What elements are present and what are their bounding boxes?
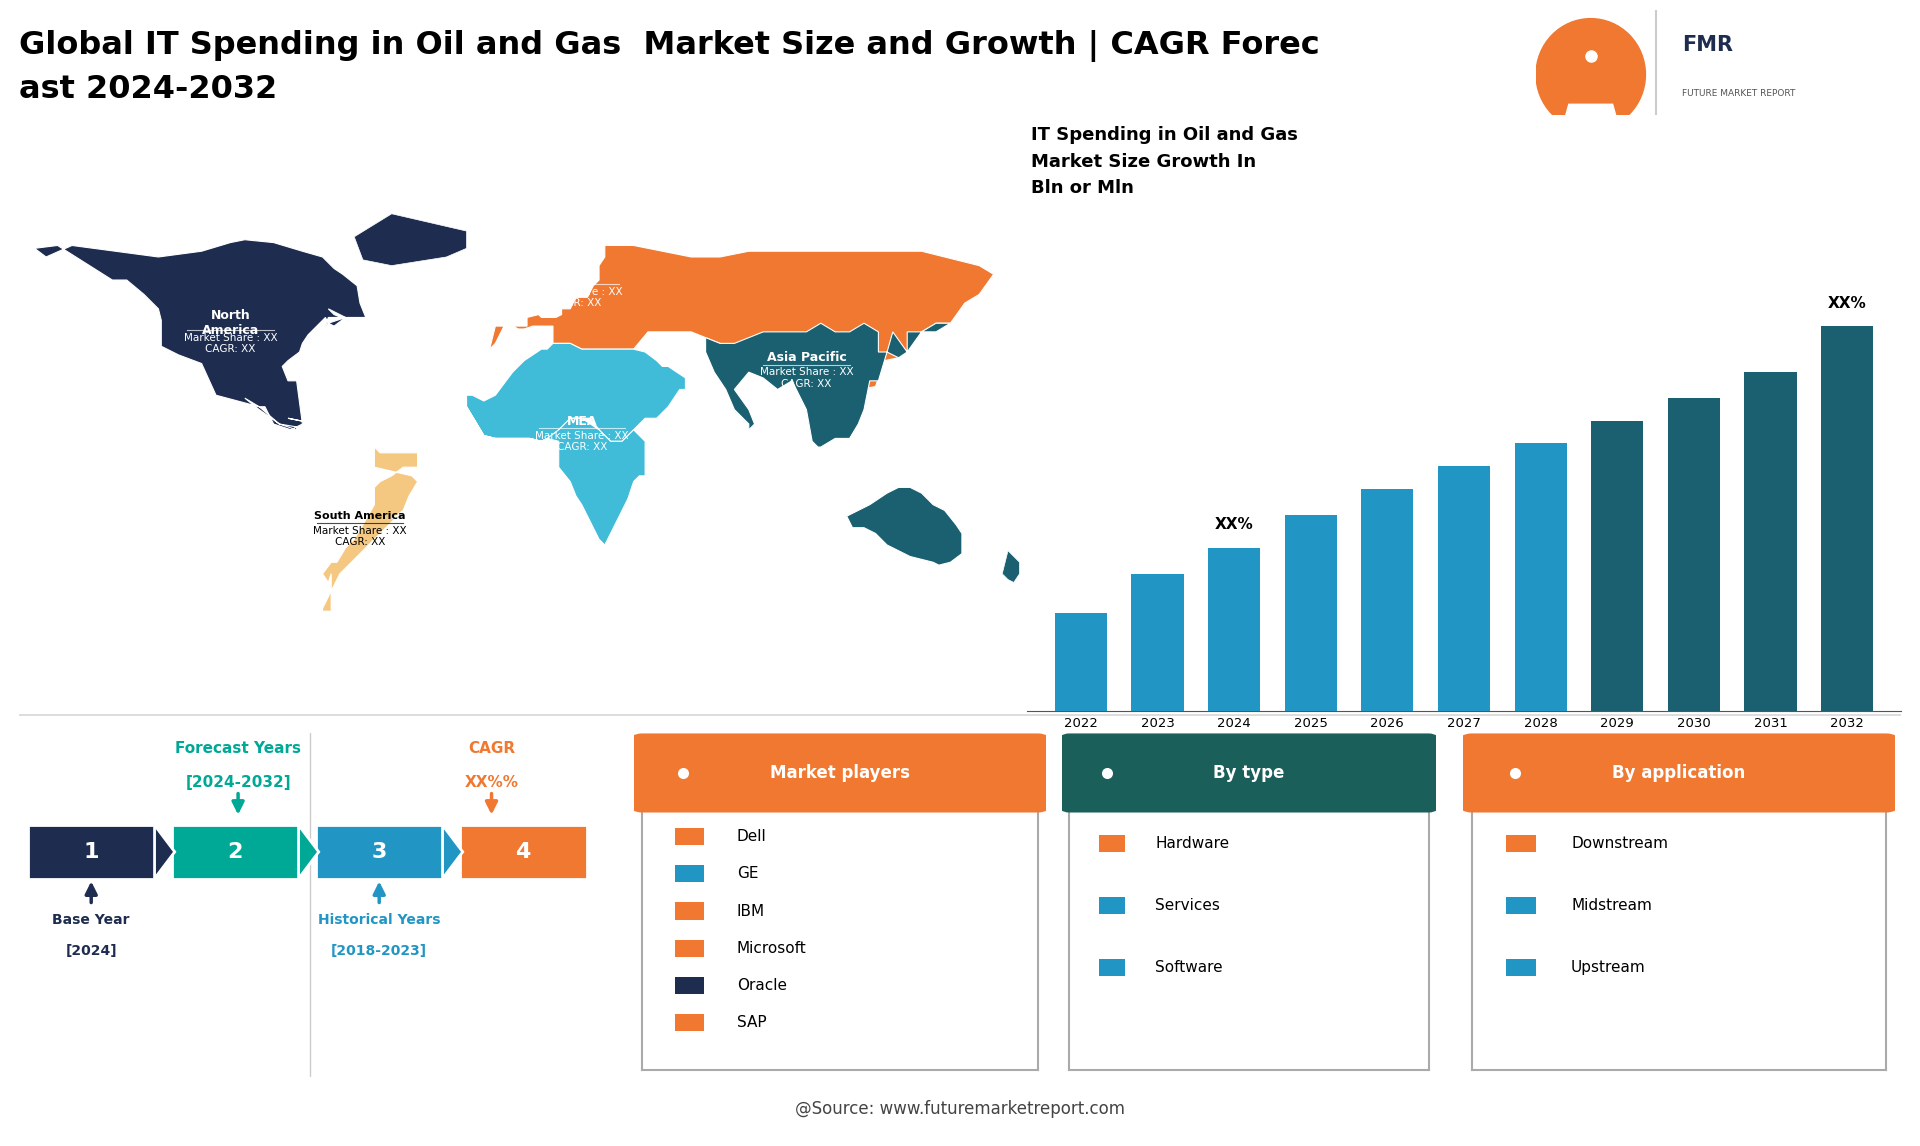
Text: Upstream: Upstream <box>1571 959 1645 975</box>
Text: 2: 2 <box>227 842 244 862</box>
Polygon shape <box>467 407 645 545</box>
Text: XX%: XX% <box>1215 517 1254 532</box>
Polygon shape <box>1002 551 1020 582</box>
FancyBboxPatch shape <box>676 827 705 845</box>
Polygon shape <box>353 214 467 266</box>
Bar <box>1361 489 1413 711</box>
Text: Software: Software <box>1156 959 1223 975</box>
FancyBboxPatch shape <box>461 825 588 879</box>
Bar <box>1054 613 1108 711</box>
Polygon shape <box>707 323 950 447</box>
Bar <box>1208 548 1260 711</box>
Polygon shape <box>35 240 367 430</box>
FancyBboxPatch shape <box>1098 834 1125 853</box>
Bar <box>1515 444 1567 711</box>
Text: Microsoft: Microsoft <box>737 941 806 956</box>
Polygon shape <box>154 825 175 879</box>
Text: FMR: FMR <box>1682 34 1734 55</box>
Text: CAGR: XX: CAGR: XX <box>551 298 601 308</box>
Text: [2018-2023]: [2018-2023] <box>330 943 428 958</box>
Polygon shape <box>490 245 995 395</box>
Text: Global IT Spending in Oil and Gas  Market Size and Growth | CAGR Forec
ast 2024-: Global IT Spending in Oil and Gas Market… <box>19 30 1319 104</box>
Text: Dell: Dell <box>737 829 766 845</box>
Polygon shape <box>847 487 962 565</box>
Text: [2024]: [2024] <box>65 943 117 958</box>
Polygon shape <box>1561 104 1620 131</box>
FancyBboxPatch shape <box>1098 896 1125 915</box>
Text: 1: 1 <box>83 842 100 862</box>
FancyBboxPatch shape <box>676 865 705 882</box>
FancyBboxPatch shape <box>676 1014 705 1031</box>
Bar <box>1438 466 1490 711</box>
Text: Oracle: Oracle <box>737 978 787 994</box>
Bar <box>1745 371 1797 711</box>
Polygon shape <box>300 825 319 879</box>
Text: CAGR: XX: CAGR: XX <box>557 442 607 452</box>
FancyBboxPatch shape <box>1098 958 1125 976</box>
Bar <box>1592 421 1644 711</box>
Text: Services: Services <box>1156 897 1221 913</box>
Text: By application: By application <box>1613 764 1745 782</box>
FancyBboxPatch shape <box>1505 896 1536 915</box>
Bar <box>1668 398 1720 711</box>
FancyBboxPatch shape <box>27 825 154 879</box>
Text: CAGR: XX: CAGR: XX <box>781 378 831 388</box>
Text: Historical Years: Historical Years <box>319 913 440 927</box>
Text: IT Spending in Oil and Gas
Market Size Growth In
Bln or Mln: IT Spending in Oil and Gas Market Size G… <box>1031 126 1298 197</box>
Text: IBM: IBM <box>737 903 764 919</box>
Text: Midstream: Midstream <box>1571 897 1651 913</box>
Circle shape <box>1536 18 1645 131</box>
Text: @Source: www.futuremarketreport.com: @Source: www.futuremarketreport.com <box>795 1100 1125 1117</box>
Text: FUTURE MARKET REPORT: FUTURE MARKET REPORT <box>1682 88 1795 97</box>
Text: XX%: XX% <box>1828 296 1866 311</box>
Polygon shape <box>288 418 419 611</box>
Text: CAGR: XX: CAGR: XX <box>205 344 255 354</box>
Text: XX%%: XX%% <box>465 776 518 791</box>
FancyBboxPatch shape <box>171 825 300 879</box>
Polygon shape <box>467 344 685 441</box>
Text: Downstream: Downstream <box>1571 835 1668 851</box>
Text: Market Share : XX: Market Share : XX <box>184 332 276 343</box>
Text: Market Share : XX: Market Share : XX <box>530 286 622 297</box>
Text: Base Year: Base Year <box>52 913 131 927</box>
Text: GE: GE <box>737 866 758 881</box>
Text: [2024-2032]: [2024-2032] <box>184 776 292 791</box>
Text: CAGR: XX: CAGR: XX <box>334 537 386 547</box>
Text: Market Share : XX: Market Share : XX <box>536 431 628 440</box>
Text: MEA: MEA <box>566 415 597 427</box>
Text: North
America: North America <box>202 309 259 337</box>
Bar <box>1131 574 1183 711</box>
Text: Market Share : XX: Market Share : XX <box>313 526 407 535</box>
Text: 3: 3 <box>371 842 388 862</box>
FancyBboxPatch shape <box>676 940 705 957</box>
Text: By type: By type <box>1213 764 1284 782</box>
Text: Forecast Years: Forecast Years <box>175 741 301 756</box>
Text: 4: 4 <box>515 842 532 862</box>
Bar <box>1284 515 1336 711</box>
Text: SAP: SAP <box>737 1015 766 1030</box>
FancyBboxPatch shape <box>315 825 442 879</box>
Text: Market players: Market players <box>770 764 910 782</box>
Text: South America: South America <box>315 511 405 521</box>
FancyBboxPatch shape <box>1058 733 1440 813</box>
FancyBboxPatch shape <box>1505 958 1536 976</box>
Text: Market Share : XX: Market Share : XX <box>760 367 852 377</box>
Text: CAGR: CAGR <box>468 741 515 756</box>
FancyBboxPatch shape <box>676 903 705 919</box>
FancyBboxPatch shape <box>1459 733 1899 813</box>
Bar <box>1820 327 1874 711</box>
FancyBboxPatch shape <box>630 733 1050 813</box>
Text: Europe: Europe <box>551 270 601 284</box>
Text: Hardware: Hardware <box>1156 835 1229 851</box>
FancyBboxPatch shape <box>1505 834 1536 853</box>
Polygon shape <box>442 825 463 879</box>
Text: Asia Pacific: Asia Pacific <box>766 352 847 364</box>
FancyBboxPatch shape <box>676 976 705 994</box>
